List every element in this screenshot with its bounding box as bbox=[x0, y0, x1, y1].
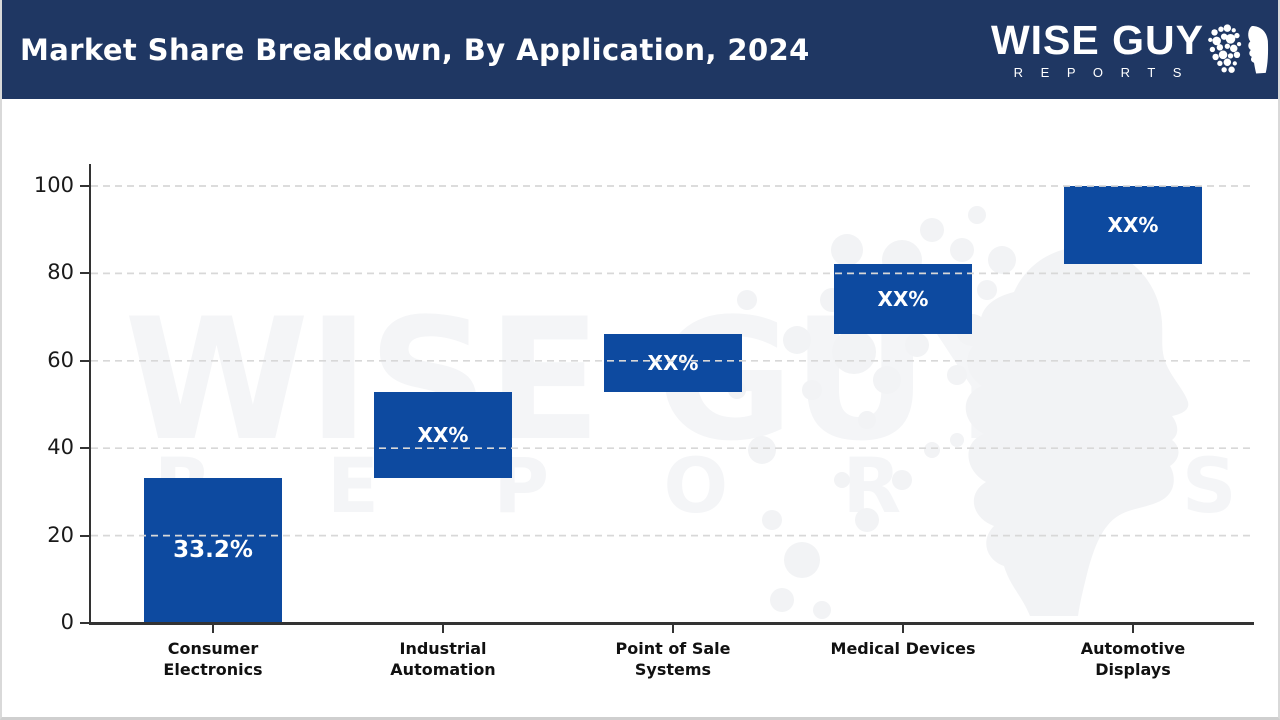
x-axis-line bbox=[89, 622, 1254, 625]
waterfall-bar: 33.2% bbox=[144, 477, 282, 623]
waterfall-bar: XX% bbox=[604, 334, 742, 392]
bar-value-label: 33.2% bbox=[173, 537, 253, 564]
wise-guy-head-icon bbox=[1208, 24, 1269, 74]
x-tick-mark bbox=[902, 624, 904, 633]
waterfall-bar: XX% bbox=[834, 263, 972, 335]
watermark-reports-text: R E P O R T S bbox=[154, 441, 1280, 530]
category-label: Industrial Automation bbox=[328, 638, 558, 680]
category-label: Consumer Electronics bbox=[98, 638, 328, 680]
category-label-line: Systems bbox=[634, 660, 712, 680]
y-tick-mark bbox=[80, 359, 89, 362]
category-label-line: Industrial bbox=[399, 639, 487, 658]
y-tick-mark bbox=[80, 534, 89, 537]
y-tick-label: 80 bbox=[47, 260, 74, 285]
waterfall-bar: XX% bbox=[374, 391, 512, 478]
y-tick-label: 20 bbox=[47, 522, 74, 547]
y-tick-mark bbox=[80, 447, 89, 450]
brand-wordmark: WISE GUY bbox=[990, 17, 1204, 63]
y-tick-label: 60 bbox=[47, 347, 74, 372]
y-tick-label: 40 bbox=[47, 435, 74, 460]
brand-reports-text: R E P O R T S bbox=[1013, 65, 1189, 80]
category-label-line: Displays bbox=[1095, 660, 1171, 680]
waterfall-bar: XX% bbox=[1064, 186, 1202, 264]
x-tick-mark bbox=[442, 624, 444, 633]
category-label-line: Medical Devices bbox=[830, 639, 976, 658]
category-label-line: Automotive bbox=[1080, 639, 1186, 658]
x-tick-mark bbox=[212, 624, 214, 633]
category-label: Point of Sale Systems bbox=[558, 638, 788, 680]
watermark-dotted-head bbox=[728, 206, 1189, 619]
x-tick-mark bbox=[1132, 624, 1134, 633]
watermark-wordmark: WISE GUY bbox=[124, 282, 1050, 478]
category-label-line: Automation bbox=[390, 660, 496, 680]
category-label: Automotive Displays bbox=[1018, 638, 1248, 680]
category-label: Medical Devices bbox=[788, 638, 1018, 659]
x-tick-mark bbox=[672, 624, 674, 633]
y-tick-mark bbox=[80, 622, 89, 624]
y-tick-mark bbox=[80, 185, 89, 187]
brand-logo-text: WISE GUY R E P O R T S bbox=[990, 17, 1204, 81]
y-axis-line bbox=[89, 164, 91, 625]
app-header: Market Share Breakdown, By Application, … bbox=[2, 0, 1278, 99]
category-label-line: Electronics bbox=[163, 660, 263, 680]
brand-logo: WISE GUY R E P O R T S bbox=[991, 8, 1270, 92]
category-label-line: Consumer bbox=[167, 639, 259, 658]
category-label-line: Point of Sale bbox=[615, 639, 731, 658]
y-tick-mark bbox=[80, 272, 89, 275]
page-title: Market Share Breakdown, By Application, … bbox=[20, 32, 810, 67]
y-tick-label: 100 bbox=[33, 173, 74, 197]
bar-value-label: XX% bbox=[647, 350, 699, 375]
bar-value-label: XX% bbox=[417, 422, 469, 447]
y-tick-label: 0 bbox=[60, 610, 74, 634]
bar-value-label: XX% bbox=[1107, 212, 1159, 237]
bar-value-label: XX% bbox=[877, 286, 929, 311]
